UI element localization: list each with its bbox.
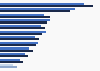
Bar xyxy=(0,19,50,21)
Bar xyxy=(0,42,38,44)
Bar xyxy=(0,66,17,69)
Bar xyxy=(0,38,39,40)
Bar xyxy=(0,50,33,52)
Bar xyxy=(0,25,41,27)
Bar xyxy=(0,53,25,55)
Bar xyxy=(0,10,70,12)
Bar xyxy=(0,16,50,18)
Bar xyxy=(0,44,36,46)
Bar xyxy=(0,2,84,5)
Bar xyxy=(0,64,13,66)
Bar xyxy=(0,59,20,61)
Bar xyxy=(0,27,45,29)
Bar xyxy=(0,55,28,57)
Bar xyxy=(0,21,47,24)
Bar xyxy=(0,14,44,16)
Bar xyxy=(0,61,23,63)
Bar xyxy=(0,33,42,35)
Bar xyxy=(0,47,29,50)
Bar xyxy=(0,36,34,38)
Bar xyxy=(0,5,93,7)
Bar xyxy=(0,8,75,10)
Bar xyxy=(0,31,46,33)
